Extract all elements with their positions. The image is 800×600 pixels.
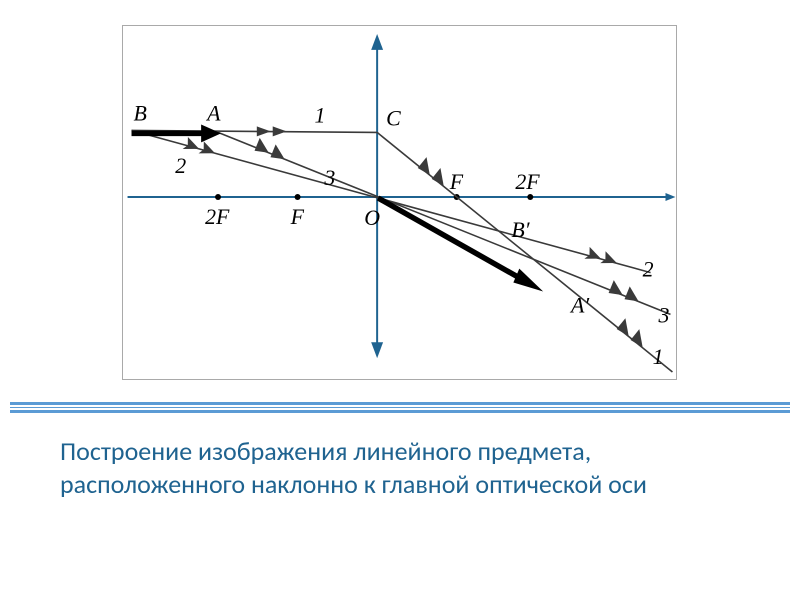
ray-3 <box>218 132 670 314</box>
lens-arrow-down-icon <box>371 342 383 358</box>
divider <box>10 400 790 415</box>
label-2Fn: 2F <box>205 205 230 229</box>
label-Bp: B′ <box>511 218 530 242</box>
label-3-right: 3 <box>658 303 670 327</box>
slide-caption: Построение изображения линейного предмет… <box>60 435 700 500</box>
label-C: C <box>386 106 401 130</box>
image-OA <box>378 198 531 285</box>
label-1-right: 1 <box>653 345 664 369</box>
image-arrow-icon <box>513 269 543 292</box>
lens-arrow-up-icon <box>371 34 383 50</box>
axis-arrow-right-icon <box>665 193 675 201</box>
point-2Fn <box>215 194 221 200</box>
ray1-arrow-a-icon <box>257 126 271 136</box>
point-2Fp <box>527 194 533 200</box>
label-3-top: 3 <box>323 166 335 190</box>
ray1-arrow-b-icon <box>273 126 287 136</box>
label-1-top: 1 <box>314 103 325 127</box>
optics-diagram: B A C 1 2 3 2F F O F 2F B′ A′ 2 3 1 <box>122 25 677 380</box>
label-Fn: F <box>290 205 305 229</box>
label-A: A <box>205 101 221 125</box>
label-Ap: A′ <box>569 293 590 317</box>
ray1-arrow-e-icon <box>617 318 637 338</box>
label-B: B <box>134 101 147 125</box>
label-O: O <box>364 206 380 230</box>
object-arrow-icon <box>201 124 221 142</box>
point-Fn <box>295 194 301 200</box>
label-Fp: F <box>449 170 464 194</box>
ray1-arrow-c-icon <box>418 157 438 177</box>
diagram-svg: B A C 1 2 3 2F F O F 2F B′ A′ 2 3 1 <box>123 26 676 379</box>
ray1-arrow-f-icon <box>631 329 651 349</box>
label-2-top: 2 <box>175 154 186 178</box>
label-2-right: 2 <box>643 258 654 282</box>
label-2Fp: 2F <box>515 170 540 194</box>
ray1-arrow-d-icon <box>432 168 452 188</box>
